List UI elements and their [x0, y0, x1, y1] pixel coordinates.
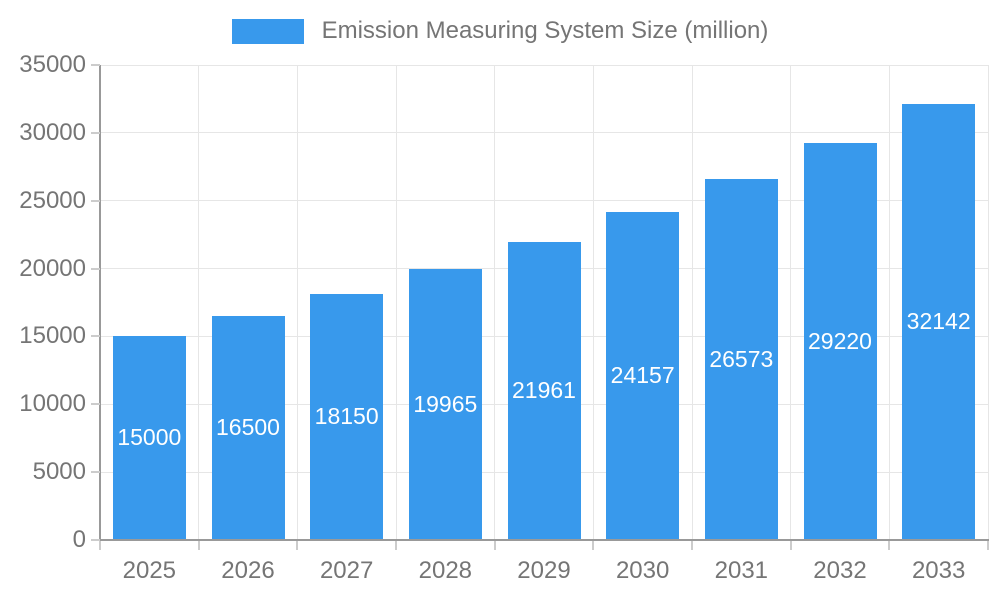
y-gridline	[100, 132, 988, 134]
x-axis-tick-label: 2026	[221, 557, 275, 584]
x-axis-tick	[592, 541, 595, 550]
y-gridline	[100, 200, 988, 202]
legend-label: Emission Measuring System Size (million)	[321, 17, 769, 44]
y-axis-tick	[91, 64, 100, 66]
x-gridline	[494, 65, 496, 540]
y-axis-tick-label: 15000	[19, 322, 86, 350]
x-axis-tick-label: 2028	[418, 557, 473, 584]
x-axis-tick	[493, 541, 496, 550]
x-axis-tick	[395, 541, 397, 550]
x-gridline	[395, 65, 397, 540]
y-axis-tick-label: 30000	[19, 118, 86, 146]
x-axis-tick-label: 2027	[319, 557, 374, 584]
legend[interactable]: Emission Measuring System Size (million)	[0, 17, 1000, 45]
y-axis-tick	[91, 539, 100, 541]
x-gridline	[888, 65, 890, 540]
bar[interactable]	[507, 241, 581, 540]
x-axis-tick	[789, 541, 792, 550]
x-axis-tick	[197, 541, 200, 550]
x-gridline	[198, 65, 200, 540]
x-axis-line	[99, 539, 989, 541]
bar[interactable]	[112, 336, 186, 540]
x-axis-tick-label: 2031	[714, 557, 769, 584]
x-axis-tick	[691, 541, 693, 550]
y-gridline	[100, 64, 988, 66]
x-gridline	[790, 65, 792, 540]
plot-area: 15000 16500 18150 19965 21961 24157 26573 29220…	[100, 64, 989, 540]
x-axis-tick-label: 2033	[911, 557, 966, 584]
x-gridline	[691, 65, 693, 540]
x-axis-tick-label: 2025	[122, 557, 177, 584]
y-axis-tick-label: 20000	[19, 254, 86, 282]
bar-value-label: 16500	[216, 414, 280, 441]
y-axis-tick	[91, 471, 100, 474]
y-axis-tick-label: 5000	[32, 458, 86, 486]
x-gridline	[987, 65, 989, 540]
y-axis-tick	[91, 403, 100, 406]
bar-value-label: 19965	[413, 390, 478, 417]
y-axis-tick	[91, 199, 100, 202]
x-axis-tick-label: 2032	[813, 557, 867, 584]
bar-value-label: 24157	[610, 362, 675, 389]
y-axis-tick	[91, 131, 100, 134]
y-axis-tick-label: 0	[72, 526, 86, 553]
bar[interactable]	[408, 269, 482, 540]
y-axis-tick	[91, 267, 100, 270]
x-axis-tick	[888, 541, 891, 550]
bar[interactable]	[803, 143, 877, 540]
bar[interactable]	[310, 293, 384, 540]
x-axis-tick-label: 2029	[517, 557, 571, 584]
legend-swatch	[231, 18, 304, 44]
x-axis-tick	[296, 541, 299, 550]
x-axis-tick	[99, 541, 101, 550]
bar[interactable]	[606, 212, 680, 540]
y-axis-tick	[91, 335, 100, 338]
bar-value-label: 15000	[117, 424, 182, 451]
bar-value-label: 26573	[709, 345, 774, 372]
x-gridline	[296, 65, 298, 540]
x-gridline	[592, 65, 594, 540]
bar-value-label: 32142	[906, 307, 971, 334]
y-axis-tick-label: 10000	[19, 390, 86, 418]
bar-value-label: 18150	[314, 402, 379, 429]
y-axis-tick-label: 35000	[19, 51, 86, 78]
bar-value-label: 21961	[512, 376, 576, 403]
y-axis-tick-label: 25000	[19, 186, 86, 214]
x-axis-tick	[987, 541, 989, 550]
bar[interactable]	[704, 179, 778, 540]
x-axis-tick-label: 2030	[615, 557, 670, 584]
bar[interactable]	[902, 103, 976, 540]
y-axis-line	[99, 65, 101, 541]
bar-value-label: 29220	[808, 327, 872, 354]
bar[interactable]	[211, 316, 285, 540]
